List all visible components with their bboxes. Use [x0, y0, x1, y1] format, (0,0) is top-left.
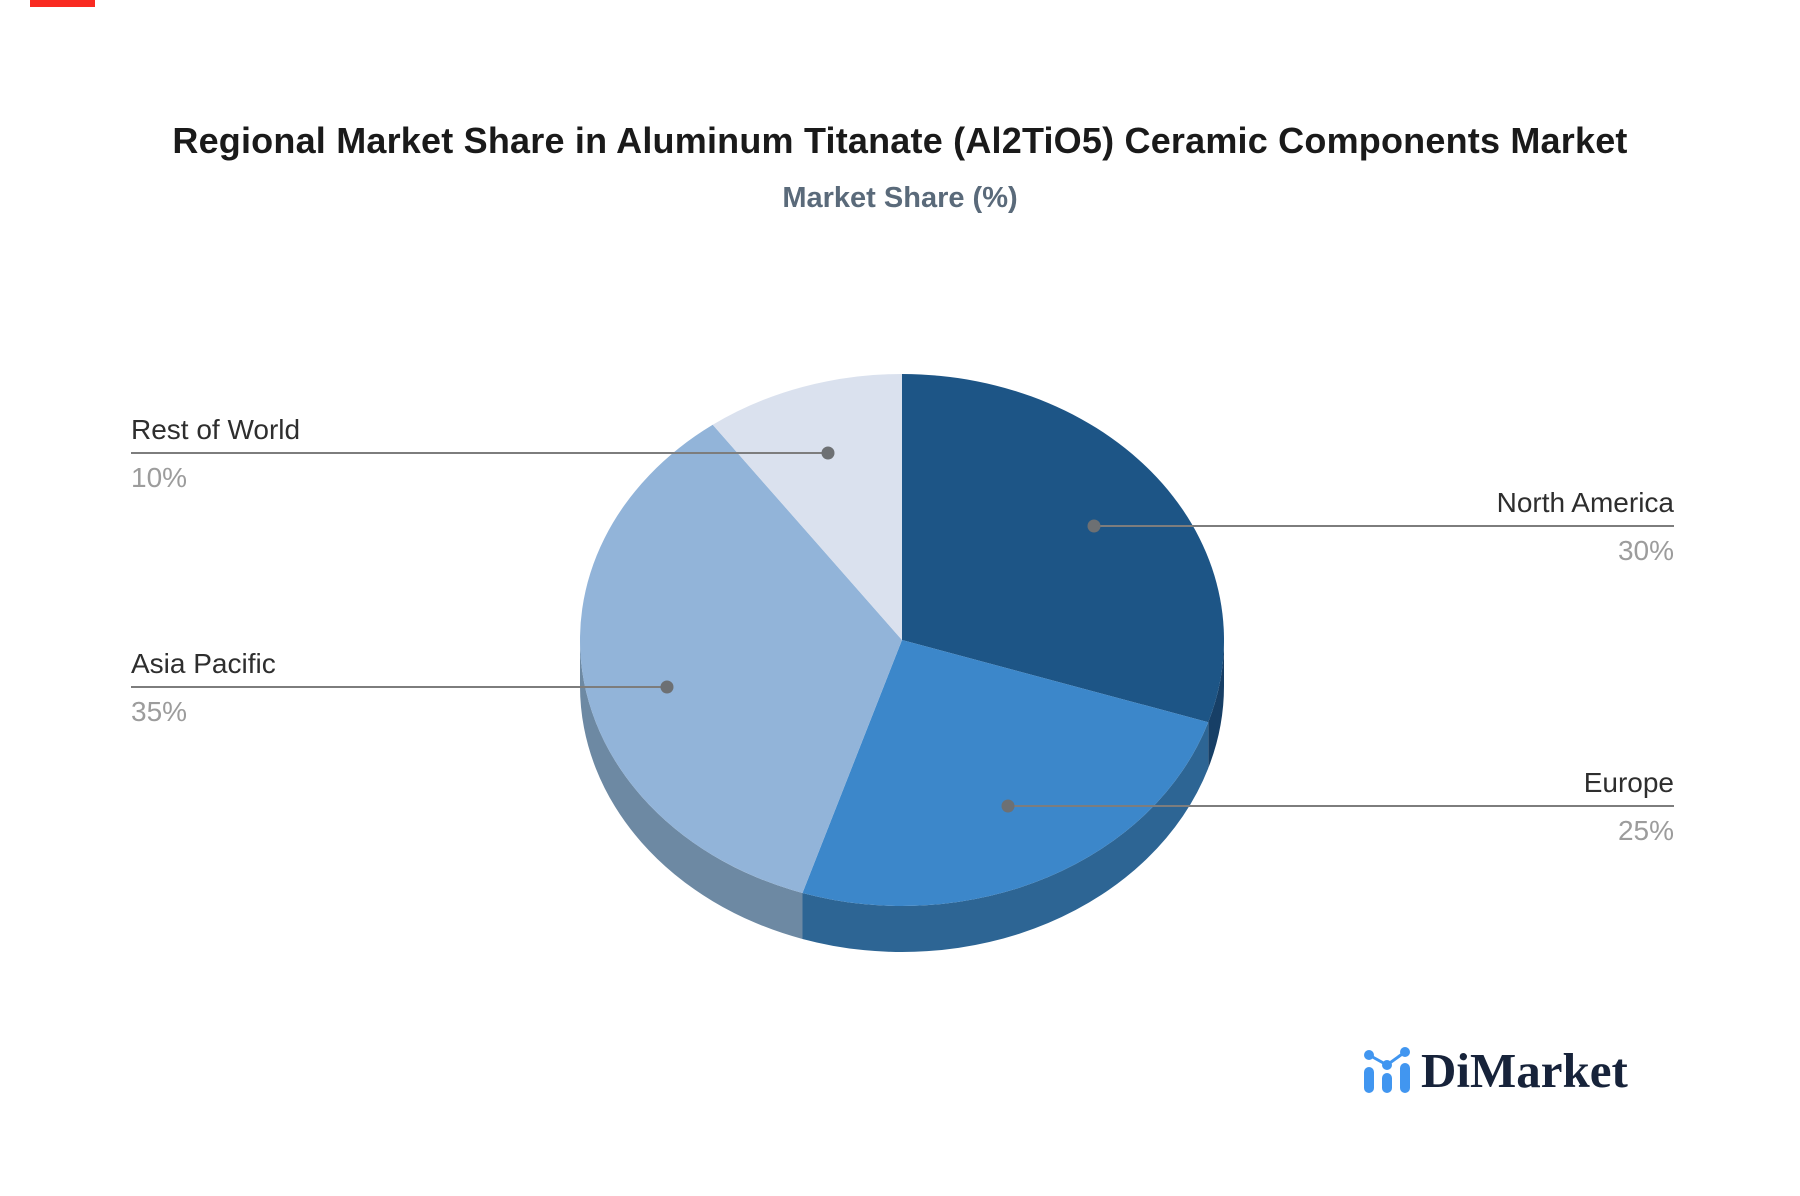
callout-leader-dot-north-america: [1087, 519, 1101, 533]
pie-slice-asia-pacific[interactable]: [580, 424, 902, 893]
logo-dot-middle: [1382, 1060, 1392, 1070]
slice-value-asia-pacific: 35%: [131, 696, 188, 727]
logo-dot-right: [1400, 1047, 1410, 1057]
logo-dot-left: [1364, 1050, 1374, 1060]
pie-slice-north-america[interactable]: [902, 374, 1225, 723]
callout-leader-dot-europe: [1001, 799, 1015, 813]
slice-value-europe: 25%: [1617, 815, 1674, 846]
slice-value-north-america: 30%: [1617, 535, 1674, 566]
brand-logo-text: DiMarket: [1421, 1043, 1628, 1098]
chart-subtitle: Market Share (%): [782, 182, 1018, 214]
slice-label-asia-pacific: Asia Pacific: [131, 648, 276, 679]
logo-bar-left: [1364, 1067, 1374, 1093]
logo-bar-middle: [1382, 1073, 1392, 1093]
slice-label-north-america: North America: [1496, 487, 1674, 518]
pie-slice-side-asia-pacific: [580, 640, 803, 939]
slice-label-europe: Europe: [1583, 767, 1674, 798]
pie-slice-europe[interactable]: [802, 640, 1209, 906]
chart-title: Regional Market Share in Aluminum Titana…: [172, 120, 1628, 161]
bar-chart-trendline-icon: [1364, 1047, 1410, 1093]
pie-slice-side-north-america: [1208, 640, 1224, 769]
screen-corner-artifact: [30, 0, 95, 7]
callout-leader-dot-asia-pacific: [660, 680, 674, 694]
slice-label-rest-of-world: Rest of World: [131, 414, 301, 445]
slice-value-rest-of-world: 10%: [131, 462, 188, 493]
pie-slice-rest-of-world[interactable]: [712, 374, 902, 640]
pie-slice-side-europe: [802, 722, 1209, 952]
callout-leader-dot-rest-of-world: [821, 446, 835, 460]
logo-bar-right: [1400, 1063, 1410, 1093]
